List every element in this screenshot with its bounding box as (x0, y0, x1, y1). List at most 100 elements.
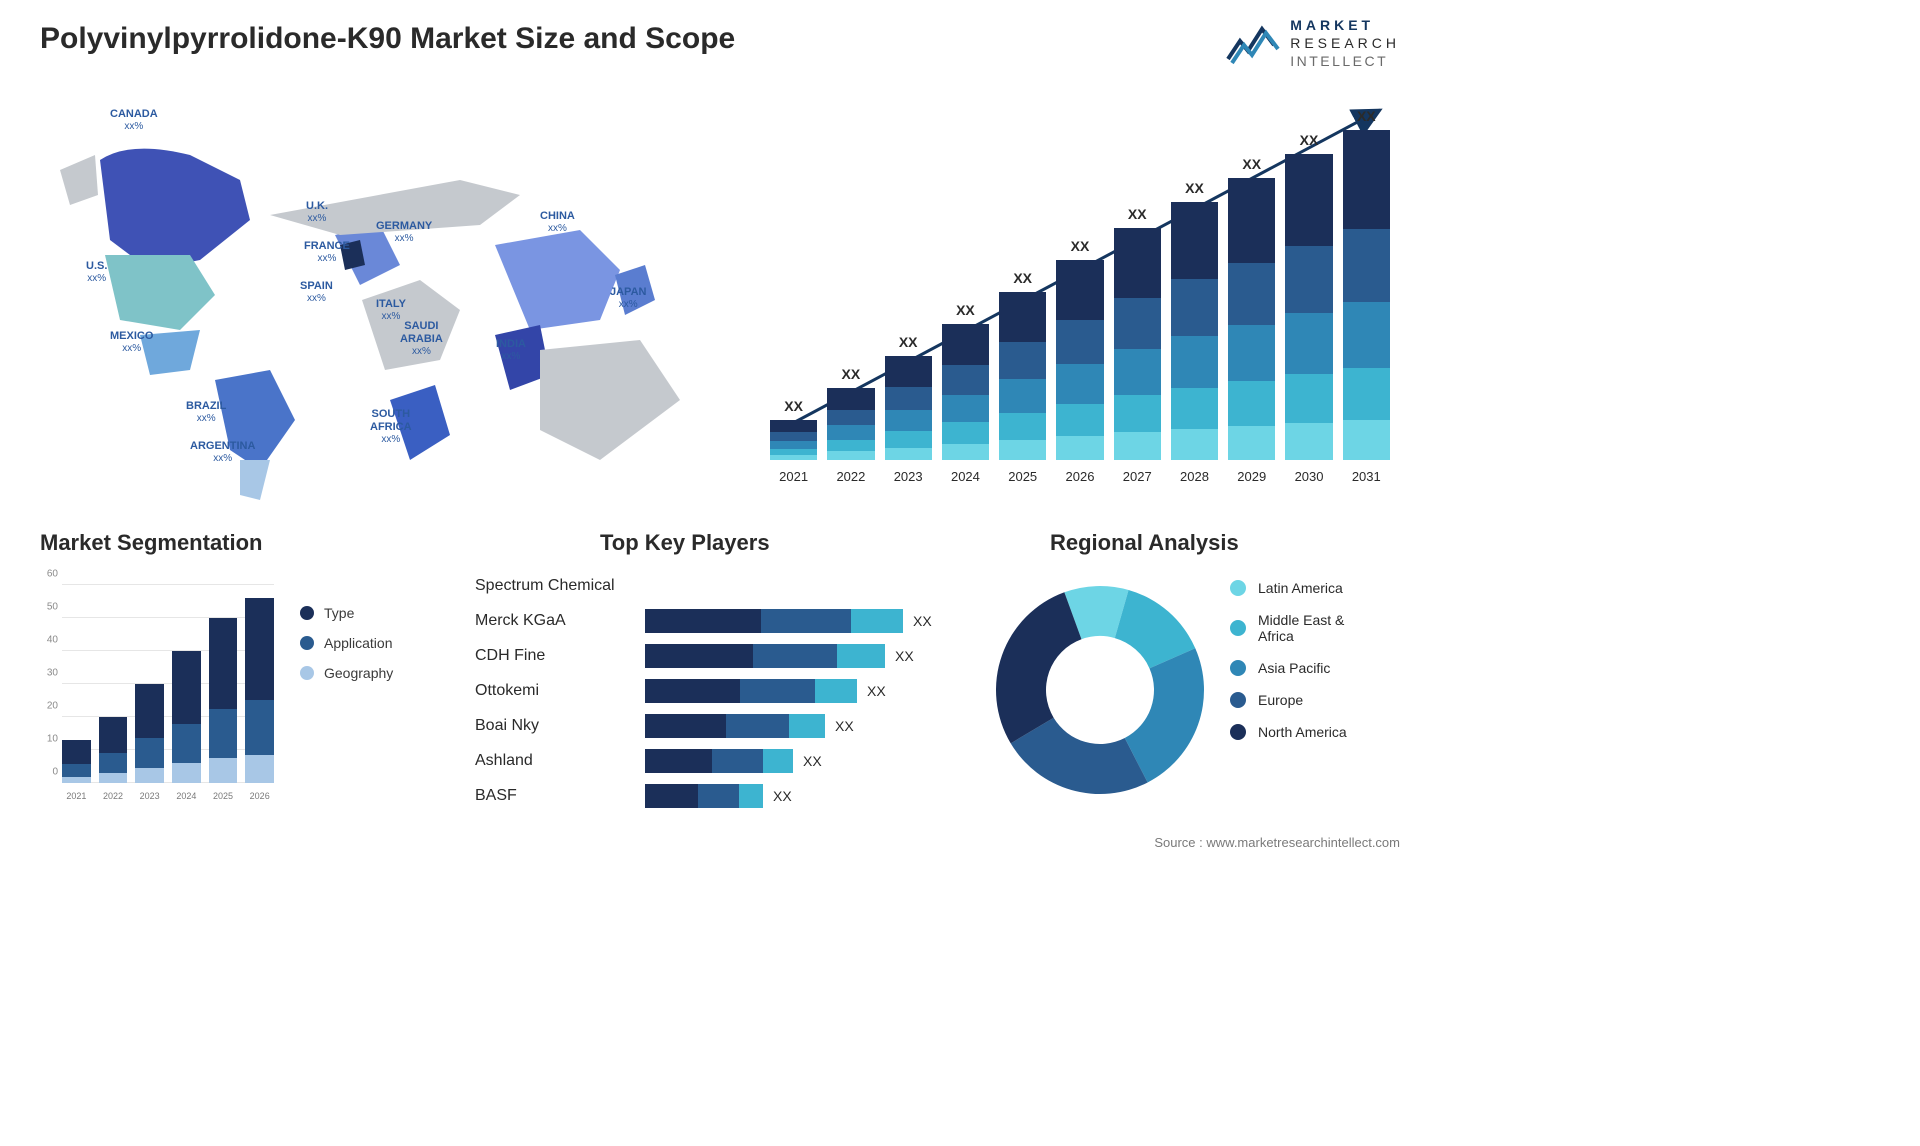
logo-line-1: MARKET (1290, 16, 1400, 34)
bar-year-label: 2022 (99, 791, 128, 801)
bar-segment (1171, 388, 1218, 429)
players-title: Top Key Players (600, 530, 770, 556)
bar-value-label: XX (1228, 156, 1275, 172)
bar-value-label: XX (999, 270, 1046, 286)
bar-segment (1056, 404, 1103, 436)
y-axis-label: 10 (34, 734, 58, 745)
player-value: XX (913, 613, 932, 629)
bar-segment (1285, 313, 1332, 374)
logo-line-2: RESEARCH (1290, 34, 1400, 52)
map-label: CANADAxx% (110, 108, 158, 133)
growth-bar: XX2026 (1056, 260, 1103, 460)
bar-value-label: XX (1114, 206, 1161, 222)
growth-bar: XX2023 (885, 356, 932, 460)
bar-segment (645, 644, 753, 668)
growth-bar: XX2027 (1114, 228, 1161, 460)
bar-segment (1171, 279, 1218, 336)
bar-segment (209, 758, 238, 783)
segmentation-bar: 2025 (209, 618, 238, 783)
players-chart: Spectrum ChemicalMerck KGaAXXCDH FineXXO… (475, 560, 965, 830)
legend-dot (1230, 692, 1246, 708)
bar-segment (739, 784, 763, 808)
bar-segment (942, 422, 989, 444)
bar-segment (1343, 368, 1390, 421)
growth-bar: XX2024 (942, 324, 989, 460)
brand-logo: MARKET RESEARCH INTELLECT (1224, 16, 1400, 71)
bar-year-label: 2021 (770, 469, 817, 484)
map-label: U.S.xx% (86, 260, 107, 285)
map-label: SAUDIARABIAxx% (400, 320, 443, 358)
bar-segment (209, 618, 238, 709)
bar-segment (1285, 154, 1332, 246)
bar-value-label: XX (1056, 238, 1103, 254)
player-value: XX (867, 683, 886, 699)
player-label: CDH Fine (475, 647, 645, 665)
bar-segment (837, 644, 885, 668)
bar-segment (885, 410, 932, 431)
player-bar (645, 714, 825, 738)
player-bar (645, 609, 903, 633)
bar-segment (885, 448, 932, 460)
legend-label: Geography (324, 665, 393, 681)
growth-bar: XX2030 (1285, 154, 1332, 460)
bar-segment (245, 700, 274, 755)
bar-segment (770, 441, 817, 449)
bar-year-label: 2023 (135, 791, 164, 801)
bar-segment (999, 440, 1046, 460)
regional-title: Regional Analysis (1050, 530, 1239, 556)
bar-segment (770, 432, 817, 441)
segmentation-chart: 0102030405060 202120222023202420252026 T… (30, 565, 450, 825)
legend-dot (1230, 724, 1246, 740)
page-title: Polyvinylpyrrolidone-K90 Market Size and… (40, 22, 735, 56)
y-axis-label: 0 (34, 767, 58, 778)
map-label: MEXICOxx% (110, 330, 153, 355)
bar-segment (172, 651, 201, 724)
legend-item: Middle East &Africa (1230, 612, 1347, 644)
bar-segment (698, 784, 739, 808)
bar-year-label: 2028 (1171, 469, 1218, 484)
legend-dot (1230, 620, 1246, 636)
bar-year-label: 2021 (62, 791, 91, 801)
bar-segment (770, 455, 817, 460)
bar-year-label: 2031 (1343, 469, 1390, 484)
segmentation-bar: 2022 (99, 717, 128, 783)
growth-bar: XX2029 (1228, 178, 1275, 460)
bar-segment (209, 709, 238, 759)
bar-year-label: 2025 (209, 791, 238, 801)
bar-segment (1171, 202, 1218, 279)
bar-segment (99, 773, 128, 783)
source-credit: Source : www.marketresearchintellect.com (1154, 835, 1400, 850)
bar-segment (740, 679, 814, 703)
bar-segment (753, 644, 837, 668)
bar-segment (885, 387, 932, 410)
player-row: Merck KGaAXX (475, 603, 965, 638)
legend-dot (300, 666, 314, 680)
bar-segment (1114, 395, 1161, 432)
regional-legend: Latin AmericaMiddle East &AfricaAsia Pac… (1230, 580, 1347, 756)
bar-segment (645, 784, 698, 808)
map-label: SPAINxx% (300, 280, 333, 305)
bar-segment (62, 740, 91, 764)
legend-dot (300, 606, 314, 620)
bar-segment (726, 714, 789, 738)
legend-item: Type (300, 605, 393, 621)
bar-segment (1114, 349, 1161, 395)
bar-segment (1343, 302, 1390, 368)
bar-segment (645, 714, 726, 738)
segmentation-bar: 2026 (245, 598, 274, 783)
bar-segment (815, 679, 857, 703)
bar-year-label: 2025 (999, 469, 1046, 484)
map-label: JAPANxx% (610, 286, 646, 311)
map-region (240, 460, 270, 500)
bar-segment (1343, 130, 1390, 229)
map-region (540, 340, 680, 460)
bar-value-label: XX (1171, 180, 1218, 196)
bar-segment (62, 764, 91, 777)
bar-segment (942, 324, 989, 365)
bar-year-label: 2029 (1228, 469, 1275, 484)
bar-value-label: XX (1285, 132, 1332, 148)
logo-icon (1224, 19, 1280, 67)
player-value: XX (803, 753, 822, 769)
bar-year-label: 2024 (172, 791, 201, 801)
bar-segment (1056, 260, 1103, 320)
